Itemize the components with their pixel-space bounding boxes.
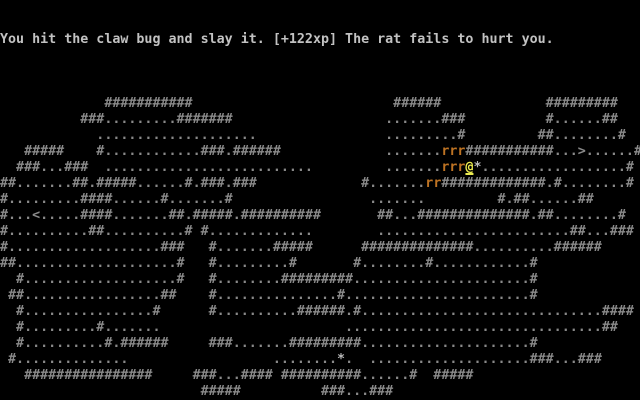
map-row: ##### #............###.###### .......rrr… — [0, 144, 640, 160]
map-tiles: rr — [425, 176, 442, 191]
map-row — [0, 80, 640, 96]
map-tiles: #... — [0, 208, 33, 223]
stairs-down-symbol: > — [577, 144, 586, 159]
map-tiles: ##### #............###.###### ....... — [0, 144, 442, 159]
map-row: ###.........####### .......### #......## — [0, 112, 640, 128]
stairs-up-symbol: < — [32, 208, 41, 223]
item-symbol: * — [473, 160, 482, 175]
map-tiles: ###########... — [465, 144, 578, 159]
map-row: ###...### .......................... ...… — [0, 160, 640, 176]
map-row: #..........##..........# #............. … — [0, 224, 640, 240]
map-row: ##### ###...### — [0, 384, 640, 400]
map-tiles: .....####.......##.#####.########## ##..… — [40, 208, 626, 223]
map-tiles: .................... .........# ##......… — [0, 128, 626, 143]
map-tiles: #..........##..........# #............. … — [0, 224, 634, 239]
map-row: ##.......##.#####......#.###.### #......… — [0, 176, 640, 192]
map-tiles: ########### ###### ######### — [0, 96, 618, 111]
map-tiles: ################ ###...#### ##########..… — [0, 368, 474, 383]
map-tiles: #...................# #........#########… — [0, 272, 538, 287]
map-tiles: #.........#....... .....................… — [0, 320, 618, 335]
map-row: ##.................## #...............#.… — [0, 288, 640, 304]
map-row: ##....................# #.........# #...… — [0, 256, 640, 272]
map-tiles: ##.................## #...............#.… — [0, 288, 538, 303]
map-row: #...................# #........#########… — [0, 272, 640, 288]
map-tiles: rrr — [441, 144, 466, 159]
map-row: .................... .........# ##......… — [0, 128, 640, 144]
map-tiles: #.............. ........ — [0, 352, 338, 367]
player-symbol: @ — [465, 160, 474, 175]
map-row: #.........####......#.......# ....... #.… — [0, 192, 640, 208]
map-row: #...................### #.......##### ##… — [0, 240, 640, 256]
map-tiles: ##....................# #.........# #...… — [0, 256, 538, 271]
map-row: #..........#.###### ###.......#########.… — [0, 336, 640, 352]
map-row: #...<.....####.......##.#####.##########… — [0, 208, 640, 224]
map-row: ########### ###### ######### — [0, 96, 640, 112]
map-row: ################ ###...#### ##########..… — [0, 368, 640, 384]
map-tiles: . ....................###...### — [345, 352, 602, 367]
dungeon-map: ########### ###### ######### ###........… — [0, 80, 640, 400]
map-tiles: #..........#.###### ###.......#########.… — [0, 336, 538, 351]
item-symbol: * — [337, 352, 346, 367]
map-tiles: ..................# — [481, 160, 634, 175]
map-tiles: ##.......##.#####......#.###.### #......… — [0, 176, 426, 191]
message-line: You hit the claw bug and slay it. [+122x… — [0, 32, 554, 47]
map-row: #.........#....... .....................… — [0, 320, 640, 336]
map-tiles: ......# — [585, 144, 640, 159]
map-tiles: #................# #..........######.#..… — [0, 304, 634, 319]
map-tiles: #...................### #.......##### ##… — [0, 240, 602, 255]
map-tiles: ###.........####### .......### #......## — [0, 112, 618, 127]
map-tiles: #############.#........# — [441, 176, 634, 191]
map-tiles: #.........####......#.......# ....... #.… — [0, 192, 594, 207]
map-tiles: ##### ###...### — [0, 384, 394, 399]
map-tiles: rrr — [441, 160, 466, 175]
map-row: #................# #..........######.#..… — [0, 304, 640, 320]
map-row: #.............. ........*. .............… — [0, 352, 640, 368]
map-tiles: ###...### .......................... ...… — [0, 160, 442, 175]
